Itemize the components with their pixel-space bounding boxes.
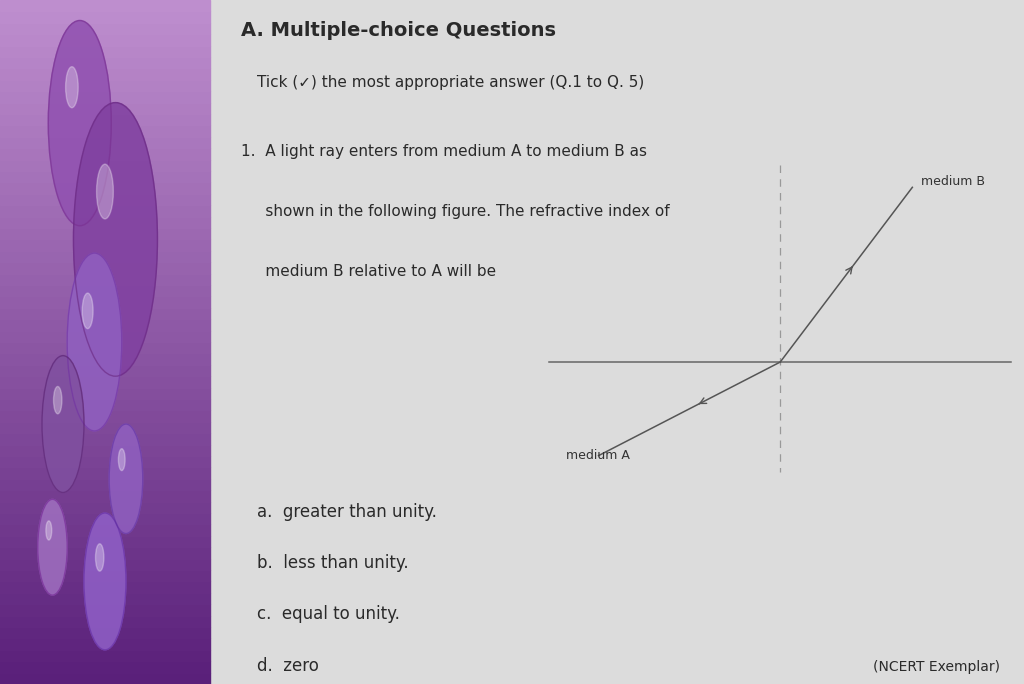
Circle shape xyxy=(74,103,158,376)
Circle shape xyxy=(110,424,142,534)
Bar xyxy=(0,262,210,274)
Bar xyxy=(0,570,210,581)
Bar xyxy=(0,239,210,251)
Bar xyxy=(0,604,210,616)
Bar xyxy=(0,285,210,296)
Bar xyxy=(0,114,210,125)
Bar xyxy=(0,354,210,365)
Bar xyxy=(0,125,210,137)
Bar xyxy=(0,296,210,308)
Bar xyxy=(0,308,210,319)
Text: a.  greater than unity.: a. greater than unity. xyxy=(257,503,437,521)
Bar xyxy=(0,513,210,525)
Bar xyxy=(0,194,210,205)
Text: medium B: medium B xyxy=(921,175,985,188)
Bar xyxy=(0,445,210,456)
Bar xyxy=(0,228,210,239)
Bar xyxy=(0,330,210,342)
Bar xyxy=(0,12,210,23)
Bar xyxy=(0,103,210,114)
Bar xyxy=(0,319,210,330)
Bar xyxy=(0,171,210,183)
Bar xyxy=(0,490,210,501)
Bar xyxy=(0,501,210,513)
Bar xyxy=(0,661,210,672)
Bar xyxy=(0,23,210,34)
Bar xyxy=(0,183,210,194)
Bar xyxy=(0,627,210,638)
Circle shape xyxy=(53,386,61,414)
Bar xyxy=(0,68,210,80)
Bar xyxy=(0,672,210,684)
Bar xyxy=(0,479,210,490)
Bar xyxy=(0,456,210,467)
Text: 1.  A light ray enters from medium A to medium B as: 1. A light ray enters from medium A to m… xyxy=(242,144,647,159)
Bar xyxy=(0,159,210,171)
Bar xyxy=(0,525,210,536)
Text: A. Multiple-choice Questions: A. Multiple-choice Questions xyxy=(242,21,556,40)
Circle shape xyxy=(42,356,84,492)
Bar xyxy=(0,91,210,103)
Text: d.  zero: d. zero xyxy=(257,657,319,674)
Circle shape xyxy=(95,544,103,571)
Bar xyxy=(0,547,210,559)
Circle shape xyxy=(38,499,68,595)
Bar xyxy=(0,388,210,399)
Bar xyxy=(0,638,210,650)
Bar xyxy=(0,376,210,388)
Bar xyxy=(0,205,210,217)
Circle shape xyxy=(82,293,93,329)
Bar xyxy=(0,616,210,627)
Bar xyxy=(0,410,210,422)
Text: medium B relative to A will be: medium B relative to A will be xyxy=(242,264,497,279)
Bar xyxy=(0,581,210,593)
Bar xyxy=(0,57,210,68)
Bar xyxy=(0,650,210,661)
Bar xyxy=(0,593,210,604)
Bar xyxy=(0,433,210,445)
Bar xyxy=(0,0,210,12)
Bar xyxy=(0,251,210,262)
Bar xyxy=(0,137,210,148)
Circle shape xyxy=(48,21,112,226)
Circle shape xyxy=(46,521,52,540)
Text: medium A: medium A xyxy=(565,449,630,462)
Circle shape xyxy=(66,67,78,108)
Bar xyxy=(0,217,210,228)
Bar xyxy=(0,536,210,547)
Bar xyxy=(0,148,210,159)
Bar xyxy=(0,559,210,570)
Text: c.  equal to unity.: c. equal to unity. xyxy=(257,605,400,623)
Circle shape xyxy=(68,253,122,431)
Bar xyxy=(0,342,210,354)
Text: Tick (✓) the most appropriate answer (Q.1 to Q. 5): Tick (✓) the most appropriate answer (Q.… xyxy=(257,75,644,90)
Circle shape xyxy=(96,164,114,219)
Text: b.  less than unity.: b. less than unity. xyxy=(257,554,409,572)
Text: shown in the following figure. The refractive index of: shown in the following figure. The refra… xyxy=(242,204,670,219)
Bar xyxy=(0,399,210,410)
Bar xyxy=(0,274,210,285)
Circle shape xyxy=(119,449,125,471)
Bar xyxy=(0,80,210,91)
Bar xyxy=(0,46,210,57)
Bar xyxy=(0,467,210,479)
Bar xyxy=(0,422,210,433)
Text: (NCERT Exemplar): (NCERT Exemplar) xyxy=(873,660,1000,674)
Bar xyxy=(0,365,210,376)
Circle shape xyxy=(84,513,126,650)
Bar xyxy=(0,34,210,46)
